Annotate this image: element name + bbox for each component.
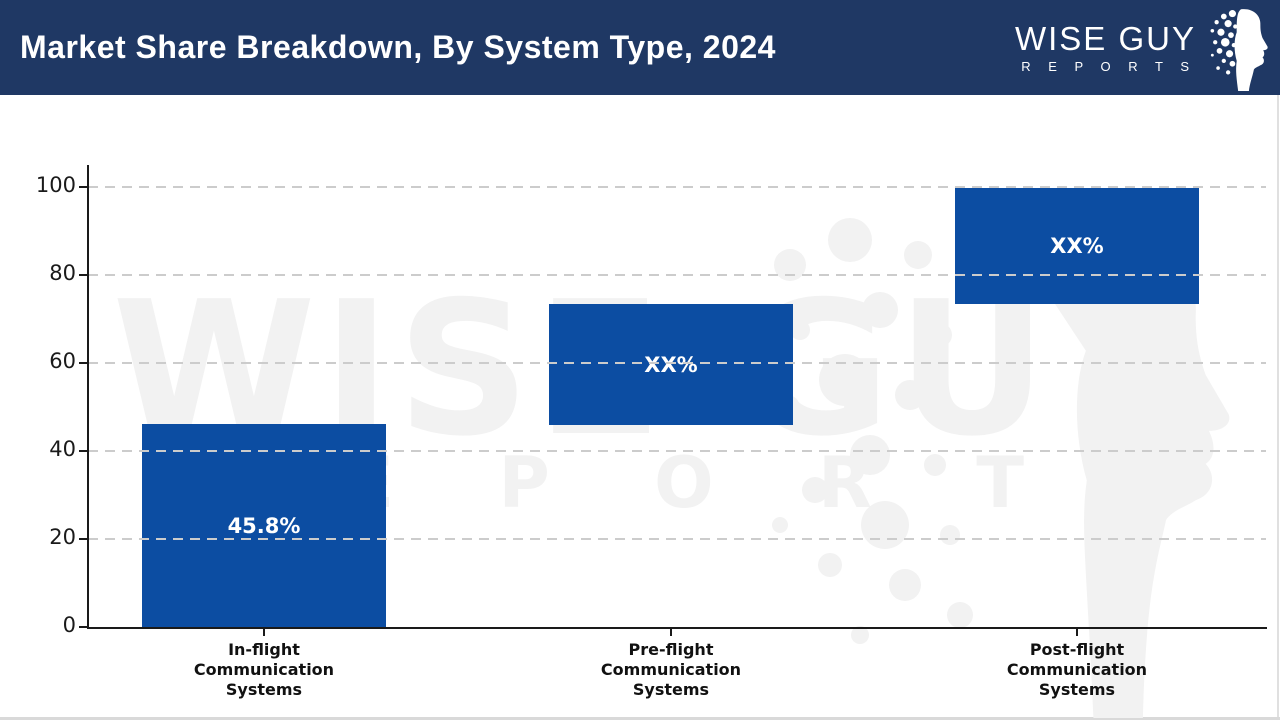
y-tick-label-40: 40 <box>49 437 76 461</box>
y-tick-mark-80 <box>79 274 87 276</box>
gridline-60 <box>88 362 1266 364</box>
dotted-face-icon <box>1210 8 1268 91</box>
y-tick-mark-0 <box>79 626 87 628</box>
x-tick-mark-pre-flight <box>670 629 672 636</box>
gridline-20 <box>88 538 1266 540</box>
x-tick-mark-in-flight <box>263 629 265 636</box>
y-tick-mark-40 <box>79 450 87 452</box>
x-tick-mark-post-flight <box>1076 629 1078 636</box>
y-tick-mark-20 <box>79 538 87 540</box>
logo-text: WISE GUY R E P O R T S <box>1015 22 1196 73</box>
page-title: Market Share Breakdown, By System Type, … <box>20 29 776 65</box>
right-edge-line <box>1277 95 1279 717</box>
y-tick-label-100: 100 <box>35 173 76 197</box>
gridline-100 <box>88 186 1266 188</box>
gridline-40 <box>88 450 1266 452</box>
watermark-face-dots <box>772 218 973 644</box>
x-axis-label-in-flight: In-flight Communication Systems <box>193 640 335 699</box>
x-axis-label-post-flight: Post-flight Communication Systems <box>1006 640 1148 699</box>
bar-in-flight: 45.8% <box>142 424 386 627</box>
x-axis-line <box>87 627 1267 629</box>
y-tick-mark-60 <box>79 362 87 364</box>
header-bar: Market Share Breakdown, By System Type, … <box>0 0 1280 95</box>
x-axis-label-pre-flight: Pre-flight Communication Systems <box>600 640 742 699</box>
y-tick-label-80: 80 <box>49 261 76 285</box>
y-tick-label-60: 60 <box>49 349 76 373</box>
bar-pre-flight: XX% <box>549 304 793 425</box>
bar-value-label: XX% <box>644 352 698 377</box>
bar-value-label: 45.8% <box>227 513 301 538</box>
bar-post-flight: XX% <box>955 188 1199 304</box>
gridline-80 <box>88 274 1266 276</box>
chart-area: WISE GUY R E P O R T S 45.8% XX% XX% <box>0 95 1280 720</box>
footer-divider <box>0 717 1280 720</box>
logo-subtitle: R E P O R T S <box>1021 59 1196 74</box>
y-tick-mark-100 <box>79 186 87 188</box>
wise-guy-reports-logo: WISE GUY R E P O R T S <box>1015 5 1280 91</box>
bar-value-label: XX% <box>1050 234 1104 258</box>
y-tick-label-0: 0 <box>62 613 76 637</box>
y-tick-label-20: 20 <box>49 525 76 549</box>
logo-wordmark: WISE GUY <box>1014 20 1196 57</box>
y-axis-line <box>87 165 89 629</box>
